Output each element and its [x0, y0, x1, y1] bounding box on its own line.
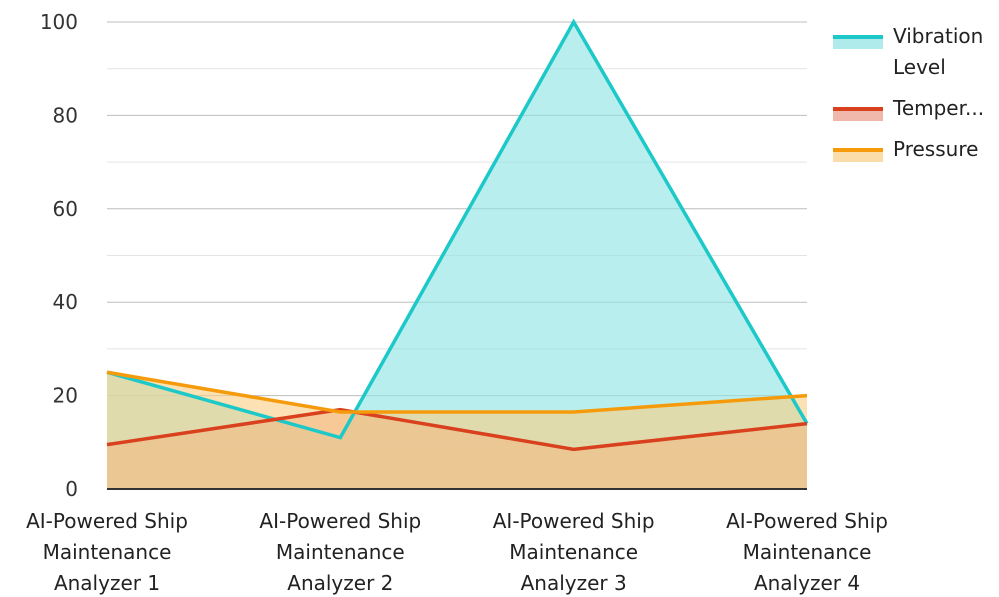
x-category-label: AI-Powered Ship Maintenance Analyzer 2 [259, 509, 421, 595]
series-lines [106, 18, 809, 452]
y-axis-tick-labels: 0 20 40 60 80 100 [40, 10, 78, 501]
y-tick-label: 60 [53, 197, 78, 221]
legend-label: Pressure [893, 137, 978, 161]
y-tick-label: 100 [40, 10, 78, 34]
legend-item-temper-[interactable]: Temper... [833, 96, 984, 121]
x-category-label: AI-Powered Ship Maintenance Analyzer 1 [26, 509, 188, 595]
legend-swatch [833, 109, 883, 121]
y-tick-label: 0 [65, 477, 78, 501]
legend-label: Temper... [892, 96, 984, 120]
y-tick-label: 80 [53, 103, 78, 127]
y-tick-label: 20 [53, 384, 78, 408]
legend-swatch [833, 37, 883, 49]
legend-swatch [833, 150, 883, 162]
x-category-label: AI-Powered Ship Maintenance Analyzer 3 [493, 509, 655, 595]
line-vibration-level [106, 18, 809, 440]
line-temper- [106, 407, 808, 452]
y-tick-label: 40 [53, 290, 78, 314]
area-vibration-level [107, 22, 807, 489]
legend-item-vibration-level[interactable]: Vibration Level [833, 24, 983, 79]
legend[interactable]: Vibration Level Temper... Pressure [833, 24, 984, 162]
legend-label: Vibration Level [893, 24, 983, 79]
line-pressure [106, 370, 808, 414]
x-axis-category-labels: AI-Powered Ship Maintenance Analyzer 1 AI-P… [26, 509, 888, 595]
legend-item-pressure[interactable]: Pressure [833, 137, 978, 162]
x-category-label: AI-Powered Ship Maintenance Analyzer 4 [726, 509, 888, 595]
